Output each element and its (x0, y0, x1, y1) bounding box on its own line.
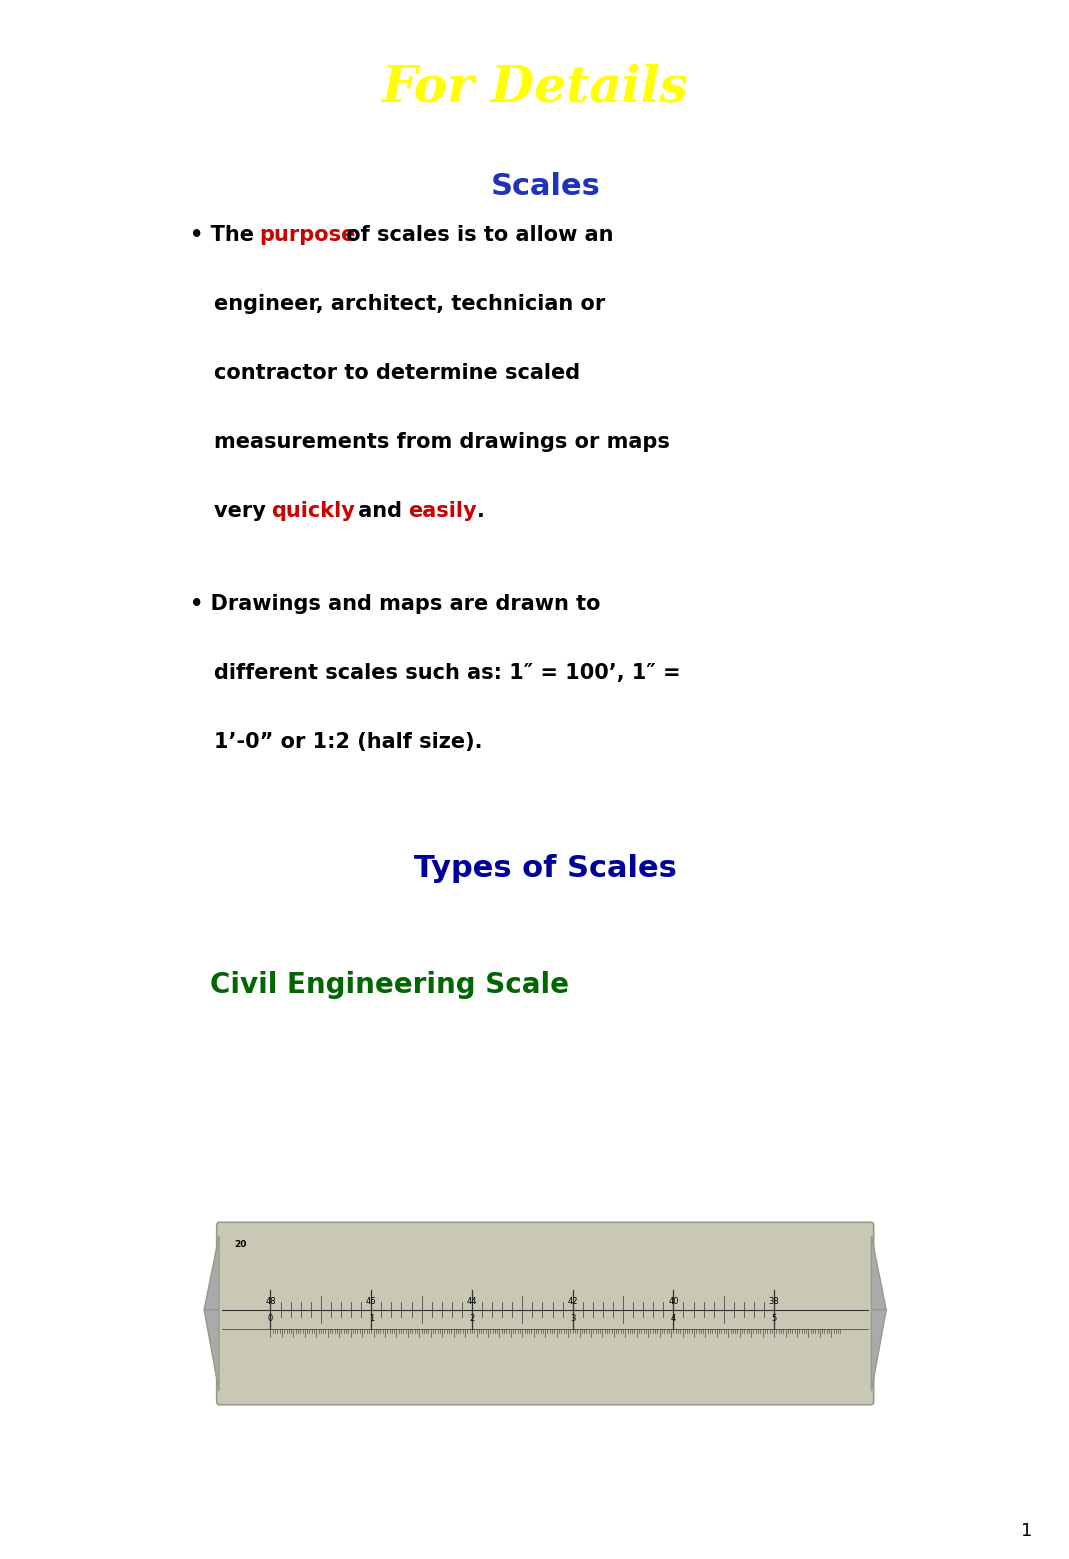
Text: Scales: Scales (491, 173, 600, 201)
Text: For Details: For Details (382, 62, 687, 112)
Text: TAP HERE: TAP HERE (493, 28, 576, 44)
Text: measurements from drawings or maps: measurements from drawings or maps (214, 432, 669, 452)
Text: • The: • The (190, 224, 262, 245)
Text: 5: 5 (772, 1314, 777, 1322)
Text: 2: 2 (469, 1314, 475, 1322)
Text: of scales is to allow an: of scales is to allow an (339, 224, 614, 245)
Text: engineer, architect, technician or: engineer, architect, technician or (214, 295, 605, 313)
Text: quickly: quickly (270, 500, 355, 521)
Text: and: and (351, 500, 409, 521)
Text: different scales such as: 1″ = 100’, 1″ =: different scales such as: 1″ = 100’, 1″ … (214, 663, 680, 683)
Text: 0: 0 (268, 1314, 273, 1322)
Text: 42: 42 (568, 1297, 578, 1306)
Text: 1: 1 (1021, 1522, 1032, 1540)
Text: 38: 38 (769, 1297, 779, 1306)
Text: 44: 44 (467, 1297, 477, 1306)
Text: .: . (477, 500, 485, 521)
Text: 4: 4 (670, 1314, 676, 1322)
Text: purpose: purpose (259, 224, 355, 245)
FancyBboxPatch shape (217, 1222, 873, 1405)
Text: 1’-0” or 1:2 (half size).: 1’-0” or 1:2 (half size). (214, 733, 482, 751)
Polygon shape (204, 1236, 219, 1391)
Text: Civil Engineering Scale: Civil Engineering Scale (210, 971, 569, 999)
Polygon shape (871, 1236, 886, 1391)
Text: • Drawings and maps are drawn to: • Drawings and maps are drawn to (190, 594, 601, 614)
Text: contractor to determine scaled: contractor to determine scaled (214, 363, 579, 384)
Text: 46: 46 (366, 1297, 376, 1306)
Text: 1: 1 (369, 1314, 374, 1322)
Text: 48: 48 (265, 1297, 276, 1306)
Text: very: very (214, 500, 273, 521)
Text: Types of Scales: Types of Scales (414, 854, 677, 884)
Text: 20: 20 (234, 1239, 246, 1249)
Text: 3: 3 (570, 1314, 575, 1322)
Text: 40: 40 (668, 1297, 679, 1306)
Text: easily: easily (408, 500, 477, 521)
